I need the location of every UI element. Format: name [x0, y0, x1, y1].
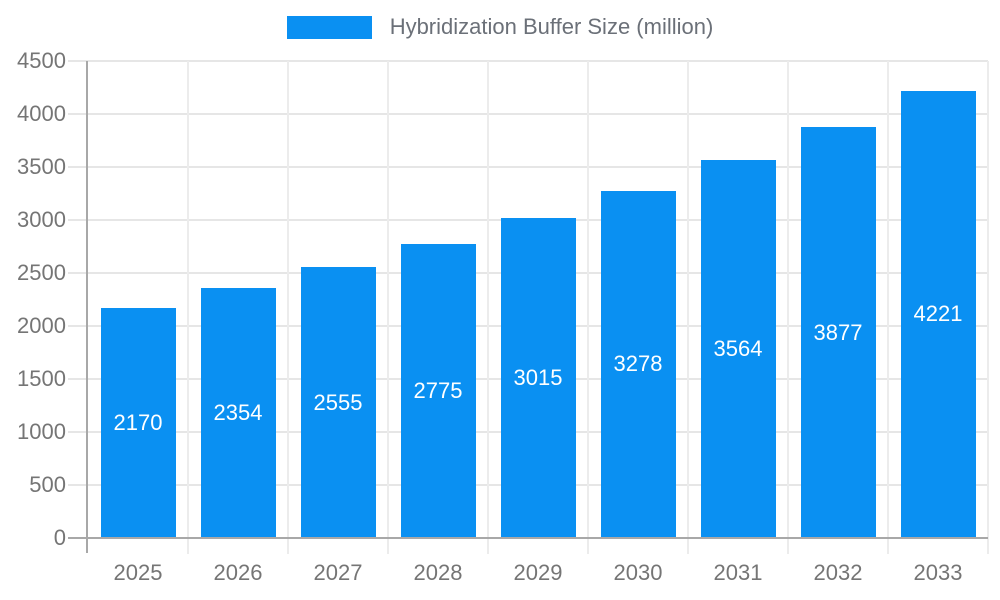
x-axis-tick-label: 2028: [413, 560, 463, 585]
y-axis-tick-label: 2000: [17, 313, 66, 338]
y-axis-tick-label: 3000: [17, 207, 66, 232]
x-gridline: [887, 61, 889, 554]
x-gridline: [487, 61, 489, 554]
bar-value-label: 4221: [913, 301, 963, 327]
x-axis-tick-label: 2031: [713, 560, 763, 585]
x-gridline: [387, 61, 389, 554]
x-axis-tick-label: 2033: [913, 560, 963, 585]
legend-swatch: [286, 15, 372, 39]
x-gridline: [187, 61, 189, 554]
bar[interactable]: 2354: [200, 288, 276, 538]
y-gridline: [68, 60, 988, 62]
x-axis-tick-label: 2027: [313, 560, 363, 585]
y-axis-tick-label: 500: [29, 472, 66, 497]
y-axis-tick-label: 3500: [17, 154, 66, 179]
bar-value-label: 3278: [613, 351, 663, 377]
x-gridline: [687, 61, 689, 554]
y-axis-tick-label: 0: [53, 525, 66, 550]
bar-value-label: 2170: [113, 409, 163, 435]
x-gridline: [287, 61, 289, 554]
bar[interactable]: 2555: [300, 267, 376, 538]
bar-value-label: 3564: [713, 336, 763, 362]
y-axis-tick-label: 4500: [17, 48, 66, 73]
bar[interactable]: 2170: [100, 307, 176, 538]
y-axis-line: [86, 61, 88, 553]
legend: Hybridization Buffer Size (million): [0, 14, 1000, 40]
bar[interactable]: 3877: [800, 127, 876, 538]
bar[interactable]: 2775: [400, 243, 476, 538]
legend-label: Hybridization Buffer Size (million): [389, 14, 714, 39]
x-axis-tick-label: 2030: [613, 560, 663, 585]
y-axis-tick-label: 1500: [17, 366, 66, 391]
x-gridline: [587, 61, 589, 554]
bar[interactable]: 3278: [600, 190, 676, 538]
x-axis-tick-label: 2025: [113, 560, 163, 585]
bar-value-label: 2555: [313, 389, 363, 415]
y-axis-tick-label: 4000: [17, 101, 66, 126]
bar[interactable]: 4221: [900, 90, 976, 538]
bar[interactable]: 3015: [500, 218, 576, 538]
bar[interactable]: 3564: [700, 160, 776, 538]
x-axis-tick-label: 2032: [813, 560, 863, 585]
x-axis-tick-label: 2026: [213, 560, 263, 585]
bar-value-label: 3015: [513, 365, 563, 391]
bar-value-label: 2354: [213, 400, 263, 426]
bar-value-label: 3877: [813, 319, 863, 345]
x-axis-line: [68, 536, 988, 539]
y-gridline: [68, 113, 988, 115]
y-axis-tick-label: 1000: [17, 419, 66, 444]
bar-value-label: 2775: [413, 377, 463, 403]
y-axis-tick-label: 2500: [17, 260, 66, 285]
x-gridline: [987, 61, 989, 554]
x-gridline: [787, 61, 789, 554]
x-axis-tick-label: 2029: [513, 560, 563, 585]
y-gridline: [68, 166, 988, 168]
